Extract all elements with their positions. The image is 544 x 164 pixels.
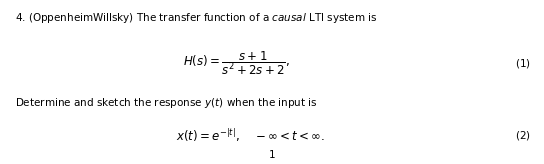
Text: Determine and sketch the response $y(t)$ when the input is: Determine and sketch the response $y(t)$… — [15, 96, 318, 110]
Text: 4. (OppenheimWillsky) The transfer function of a $\mathit{causal}$ LTI system is: 4. (OppenheimWillsky) The transfer funct… — [15, 11, 378, 25]
Text: $H(s) = \dfrac{s+1}{s^2+2s+2},$: $H(s) = \dfrac{s+1}{s^2+2s+2},$ — [183, 49, 290, 77]
Text: $(2)$: $(2)$ — [515, 129, 530, 142]
Text: $1$: $1$ — [268, 148, 276, 160]
Text: $(1)$: $(1)$ — [515, 57, 530, 70]
Text: $x(t) = e^{-|t|}, \quad -\infty < t < \infty.$: $x(t) = e^{-|t|}, \quad -\infty < t < \i… — [176, 127, 325, 144]
